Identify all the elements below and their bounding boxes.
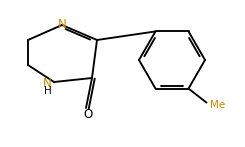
Text: N: N (58, 17, 66, 30)
Text: O: O (83, 108, 93, 122)
Text: N: N (43, 76, 52, 90)
Text: H: H (44, 86, 52, 96)
Text: Me: Me (209, 100, 225, 110)
